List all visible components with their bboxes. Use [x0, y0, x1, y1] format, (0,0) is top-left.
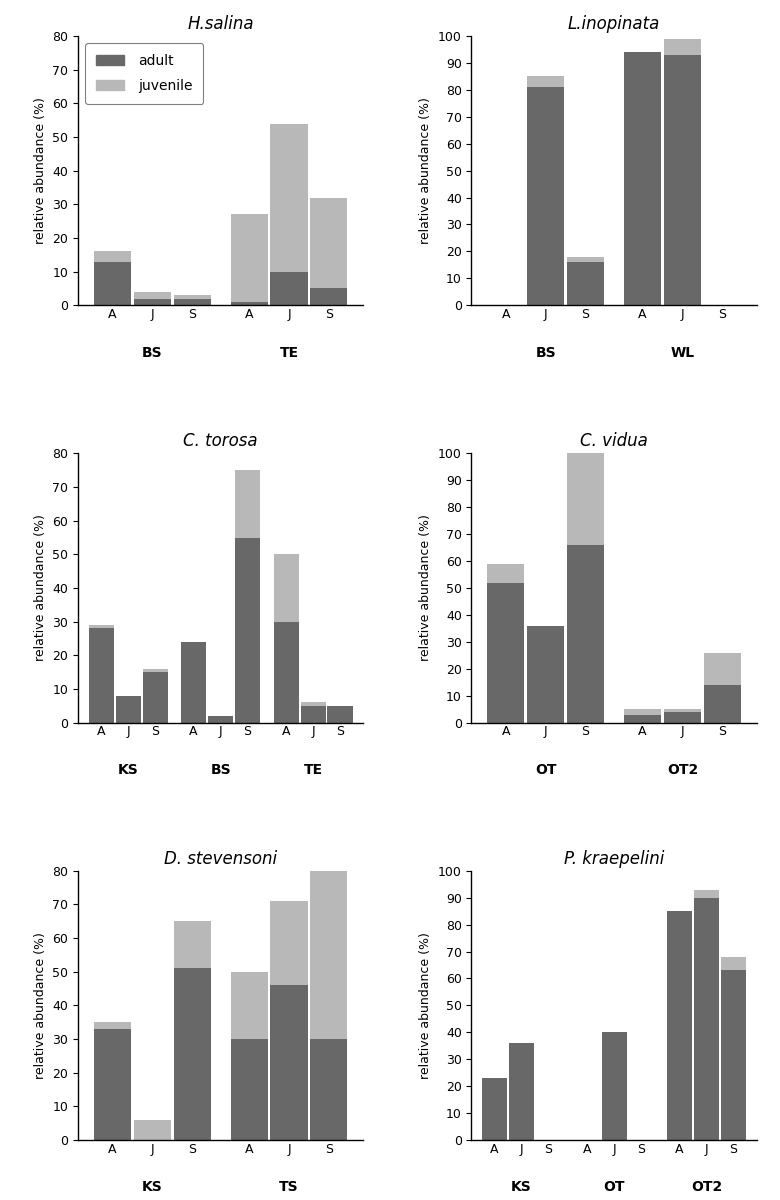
- Bar: [235, 538, 260, 722]
- Text: OT2: OT2: [667, 763, 698, 778]
- Bar: [567, 545, 604, 722]
- Bar: [133, 292, 171, 299]
- Bar: [173, 295, 211, 299]
- Bar: [271, 271, 307, 305]
- Bar: [274, 622, 299, 722]
- Text: BS: BS: [142, 346, 162, 360]
- Text: BS: BS: [211, 763, 231, 778]
- Bar: [271, 985, 307, 1140]
- Bar: [94, 252, 131, 262]
- Bar: [509, 1043, 534, 1140]
- Bar: [328, 706, 353, 722]
- Bar: [115, 696, 140, 722]
- Bar: [310, 871, 347, 1039]
- Title: L.inopinata: L.inopinata: [568, 16, 660, 34]
- Bar: [721, 971, 746, 1140]
- Bar: [300, 706, 325, 722]
- Bar: [567, 451, 604, 545]
- Y-axis label: relative abundance (%): relative abundance (%): [34, 97, 47, 244]
- Bar: [143, 668, 168, 672]
- Bar: [173, 299, 211, 305]
- Bar: [527, 88, 564, 305]
- Text: OT: OT: [535, 763, 556, 778]
- Bar: [704, 685, 741, 722]
- Bar: [567, 257, 604, 262]
- Bar: [667, 911, 692, 1140]
- Bar: [310, 198, 347, 288]
- Bar: [231, 302, 268, 305]
- Bar: [133, 1120, 171, 1140]
- Text: KS: KS: [142, 1181, 162, 1194]
- Bar: [231, 1039, 268, 1140]
- Bar: [624, 52, 661, 305]
- Title: P. kraepelini: P. kraepelini: [564, 850, 665, 868]
- Bar: [271, 901, 307, 985]
- Bar: [624, 714, 661, 722]
- Text: OT2: OT2: [691, 1181, 722, 1194]
- Y-axis label: relative abundance (%): relative abundance (%): [34, 515, 47, 661]
- Bar: [482, 1078, 507, 1140]
- Bar: [173, 968, 211, 1140]
- Text: KS: KS: [118, 763, 139, 778]
- Bar: [527, 77, 564, 88]
- Legend: adult, juvenile: adult, juvenile: [85, 43, 204, 104]
- Bar: [488, 564, 524, 583]
- Bar: [89, 629, 114, 722]
- Title: H.salina: H.salina: [187, 16, 254, 34]
- Y-axis label: relative abundance (%): relative abundance (%): [420, 932, 432, 1079]
- Bar: [704, 653, 741, 685]
- Text: TS: TS: [279, 1181, 299, 1194]
- Text: KS: KS: [511, 1181, 532, 1194]
- Bar: [94, 1022, 131, 1028]
- Bar: [208, 716, 233, 722]
- Y-axis label: relative abundance (%): relative abundance (%): [420, 97, 432, 244]
- Bar: [133, 299, 171, 305]
- Text: TE: TE: [279, 346, 299, 360]
- Text: OT: OT: [603, 1181, 625, 1194]
- Text: BS: BS: [535, 346, 556, 360]
- Bar: [664, 712, 701, 722]
- Title: C. torosa: C. torosa: [183, 432, 258, 450]
- Bar: [235, 470, 260, 538]
- Bar: [310, 1039, 347, 1140]
- Bar: [181, 642, 206, 722]
- Bar: [300, 702, 325, 706]
- Bar: [89, 625, 114, 629]
- Bar: [567, 262, 604, 305]
- Bar: [694, 898, 719, 1140]
- Bar: [94, 1028, 131, 1140]
- Text: TE: TE: [303, 763, 323, 778]
- Bar: [694, 889, 719, 898]
- Bar: [271, 124, 307, 271]
- Bar: [488, 583, 524, 722]
- Bar: [721, 956, 746, 971]
- Text: WL: WL: [670, 346, 694, 360]
- Bar: [624, 709, 661, 714]
- Title: C. vidua: C. vidua: [580, 432, 648, 450]
- Bar: [231, 972, 268, 1039]
- Bar: [601, 1032, 626, 1140]
- Bar: [664, 38, 701, 55]
- Bar: [664, 55, 701, 305]
- Title: D. stevensoni: D. stevensoni: [164, 850, 277, 868]
- Bar: [310, 288, 347, 305]
- Bar: [173, 922, 211, 968]
- Bar: [143, 672, 168, 722]
- Bar: [527, 625, 564, 722]
- Y-axis label: relative abundance (%): relative abundance (%): [34, 932, 47, 1079]
- Y-axis label: relative abundance (%): relative abundance (%): [420, 515, 432, 661]
- Bar: [664, 709, 701, 712]
- Bar: [274, 554, 299, 622]
- Bar: [231, 215, 268, 302]
- Bar: [94, 262, 131, 305]
